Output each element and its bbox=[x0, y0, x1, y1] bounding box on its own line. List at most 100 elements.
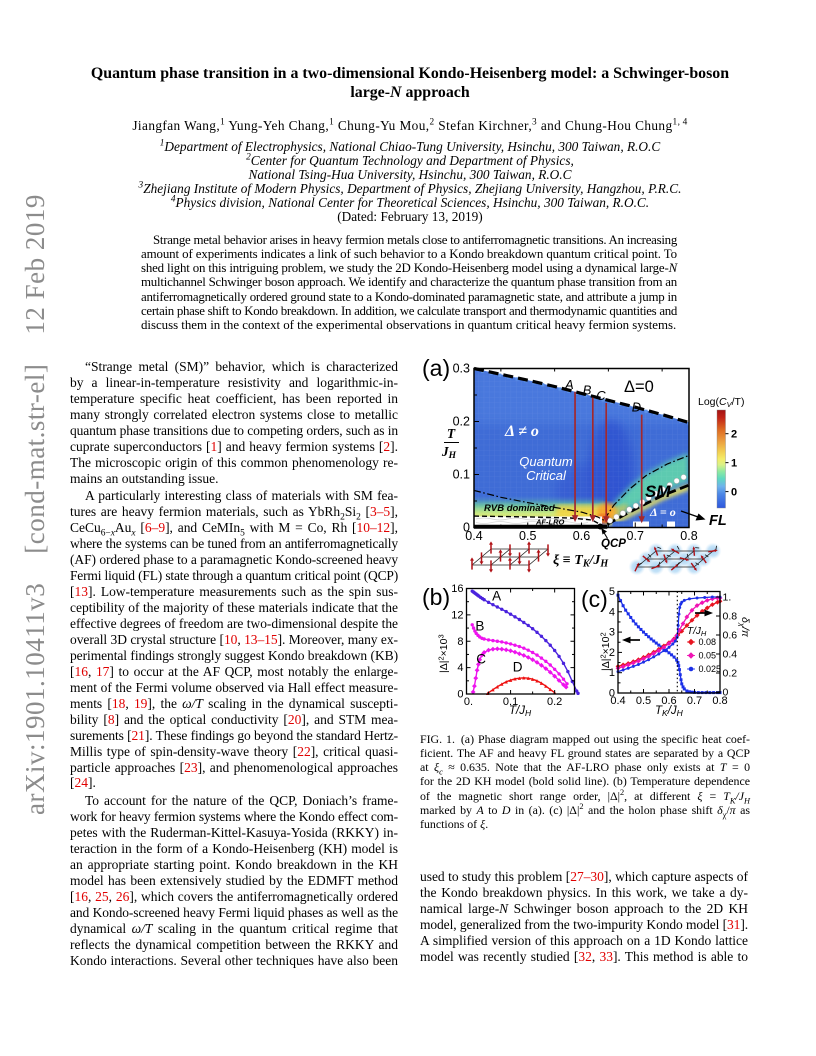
delta0-white-region bbox=[474, 368, 689, 423]
panel-a: (a) bbox=[422, 355, 744, 576]
text-line: tures are heavy fermion materials, such … bbox=[70, 504, 399, 523]
text-line: for the 2D KH model (bold solid line). (… bbox=[420, 774, 750, 789]
svg-text:0.6: 0.6 bbox=[661, 695, 676, 707]
curve-label-B: B bbox=[475, 619, 484, 634]
panel-a-label: (a) bbox=[422, 355, 450, 381]
text-line: ments [18, 19], the ω/T scaling in the d… bbox=[70, 695, 398, 711]
figure-1: (a) bbox=[422, 355, 752, 718]
text-line: The microscopic origin of this common ph… bbox=[70, 454, 398, 470]
text-line: Fermi liquid (FL) state through a quantu… bbox=[70, 568, 398, 584]
svg-text:B: B bbox=[583, 383, 592, 398]
svg-text:0.4: 0.4 bbox=[723, 649, 738, 661]
panel-b-xlabel: T/JH bbox=[509, 705, 532, 718]
text-line: ficient. The AF and heavy FL ground stat… bbox=[420, 746, 750, 761]
text-line: reflects the dynamical competition betwe… bbox=[70, 936, 398, 952]
label-sm: SM bbox=[645, 482, 671, 501]
figure-caption: FIG. 1. (a) Phase diagram mapped out usi… bbox=[420, 732, 750, 831]
svg-text:2: 2 bbox=[731, 429, 737, 441]
svg-text:0.2: 0.2 bbox=[453, 415, 470, 429]
svg-text:0.025: 0.025 bbox=[699, 664, 722, 674]
text-line: dynamical ω/T scaling in the quantum cri… bbox=[70, 920, 399, 936]
svg-text:0.1: 0.1 bbox=[503, 696, 518, 708]
right-column: used to study this problem [27–30], whic… bbox=[420, 869, 748, 965]
svg-text:0.2: 0.2 bbox=[723, 668, 738, 680]
right-axis-arrow bbox=[695, 609, 713, 617]
curve-label-C: C bbox=[476, 652, 486, 667]
text-line: model was recently studied [32, 33]. Thi… bbox=[420, 948, 748, 964]
lattice-af-inset bbox=[470, 541, 550, 573]
text-line: perimental findings strongly suggest Kon… bbox=[70, 647, 398, 663]
svg-text:16: 16 bbox=[451, 583, 463, 595]
text-line: marked by A to D in (a). (c) |Δ|2 and th… bbox=[420, 801, 750, 820]
svg-text:0.3: 0.3 bbox=[453, 362, 470, 376]
phase-boundary-lines: A B C D bbox=[473, 366, 690, 530]
left-column: “Strange metal (SM)” behavior, which is … bbox=[70, 359, 398, 968]
text-line: mains an outstanding issue. bbox=[70, 470, 219, 486]
text-line: [16, 17] to occur at the AF QCP, most no… bbox=[70, 663, 398, 679]
title-line2: large-N approach bbox=[350, 84, 470, 102]
qcp-arrow bbox=[601, 528, 608, 539]
text-line: CeCu6−xAux [6–9], and CeMIn5 with M = Co… bbox=[70, 520, 398, 539]
label-qcp: QCP bbox=[601, 538, 626, 550]
label-aflro: AF-LRO bbox=[535, 518, 564, 527]
text-line: teraction in the form of a Kondo-Heisenb… bbox=[70, 840, 398, 856]
svg-text:0.7: 0.7 bbox=[627, 529, 644, 543]
text-line: an appropriate starting point. Kondo bre… bbox=[70, 856, 398, 872]
svg-text:0: 0 bbox=[457, 689, 463, 701]
colorbar: Log(CV/T) 2 1 0 bbox=[698, 396, 744, 509]
page-title: Quantum phase transition in a two-dimens… bbox=[42, 64, 778, 103]
svg-text:5: 5 bbox=[609, 586, 615, 598]
text-line: of the magnetic short range order, |Δ|2,… bbox=[420, 787, 750, 805]
panel-b-tick-labels: 0. 0.1 0.2 0 4 8 12 16 bbox=[451, 583, 562, 708]
affiliation-4: 4Physics division, National Center for T… bbox=[170, 194, 650, 211]
curve-D bbox=[487, 677, 556, 694]
panel-c-y2label: δχ/π bbox=[738, 617, 752, 638]
affiliation-2b: National Tsing-Hua University, Hsinchu, … bbox=[248, 167, 572, 183]
panel-c-xlabel: TK/JH bbox=[655, 705, 684, 718]
colorbar-label: Log(CV/T) bbox=[698, 396, 744, 409]
text-line: antiferromagnetically ordered ground sta… bbox=[141, 289, 677, 304]
svg-text:4: 4 bbox=[609, 606, 615, 618]
authors: Jiangfan Wang,1 Yung-Yeh Chang,1 Chung-Y… bbox=[132, 117, 688, 133]
colorbar-ticks: 2 1 0 bbox=[725, 429, 737, 499]
affiliation-1: 1Department of Electrophysics, National … bbox=[159, 138, 661, 154]
svg-text:0.5: 0.5 bbox=[519, 529, 536, 543]
label-delta-eq-o: Δ = o bbox=[649, 505, 676, 519]
text-line: functions of ξ. bbox=[420, 816, 489, 831]
affiliations: 1Department of Electrophysics, National … bbox=[42, 138, 778, 225]
svg-text:2: 2 bbox=[609, 647, 615, 659]
text-line: A simplified version of this approach on… bbox=[420, 932, 748, 948]
text-line: discuss them in the context of the exper… bbox=[141, 317, 677, 332]
text-line: ment of the Fermi volume observed via Ha… bbox=[70, 679, 398, 695]
text-line: model, generalized from the two-impurity… bbox=[420, 916, 748, 932]
label-quantum: Quantum bbox=[519, 454, 573, 469]
svg-text:0.8: 0.8 bbox=[723, 611, 738, 623]
text-line: by a linear-in-temperature resistivity a… bbox=[70, 375, 398, 391]
text-line: many strongly correlated electron system… bbox=[70, 406, 398, 422]
affiliation-3: 3Zhejiang Institute of Modern Physics, D… bbox=[138, 180, 682, 197]
label-delta-ne-0: Δ ≠ o bbox=[504, 423, 539, 440]
text-line: shed light on this intriguing problem, w… bbox=[141, 261, 677, 276]
text-line: [24]. bbox=[70, 775, 96, 791]
svg-text:0.1: 0.1 bbox=[453, 468, 470, 482]
label-delta-eq-0: Δ=0 bbox=[624, 378, 654, 396]
text-line: namical large-N Schwinger boson approach… bbox=[420, 901, 748, 916]
text-line: cuprate superconductors [1] and heavy fe… bbox=[70, 438, 399, 454]
text-line: multichannel Schwinger boson approach. W… bbox=[141, 275, 677, 290]
text-line: A particularly interesting class of mate… bbox=[85, 488, 398, 504]
text-line: [13]. Low-temperature measurements such … bbox=[70, 584, 398, 600]
panel-a-ticks bbox=[473, 368, 690, 528]
svg-text:D: D bbox=[632, 400, 641, 415]
text-line: petes with the Ruderman-Kittel-Kasuya-Yo… bbox=[70, 824, 398, 840]
panel-b-curves: A B C D bbox=[470, 588, 580, 696]
label-critical: Critical bbox=[526, 468, 567, 483]
text-line: “Strange metal (SM)” behavior, which is … bbox=[85, 359, 398, 375]
svg-text:0.8: 0.8 bbox=[680, 529, 697, 543]
svg-text:C: C bbox=[596, 388, 606, 403]
text-line: amount of experiments indicates a link o… bbox=[141, 247, 677, 262]
svg-text:T: T bbox=[447, 426, 456, 441]
title-line1: Quantum phase transition in a two-dimens… bbox=[90, 64, 730, 82]
svg-text:0.08: 0.08 bbox=[699, 637, 717, 647]
svg-text:1.: 1. bbox=[723, 592, 732, 604]
